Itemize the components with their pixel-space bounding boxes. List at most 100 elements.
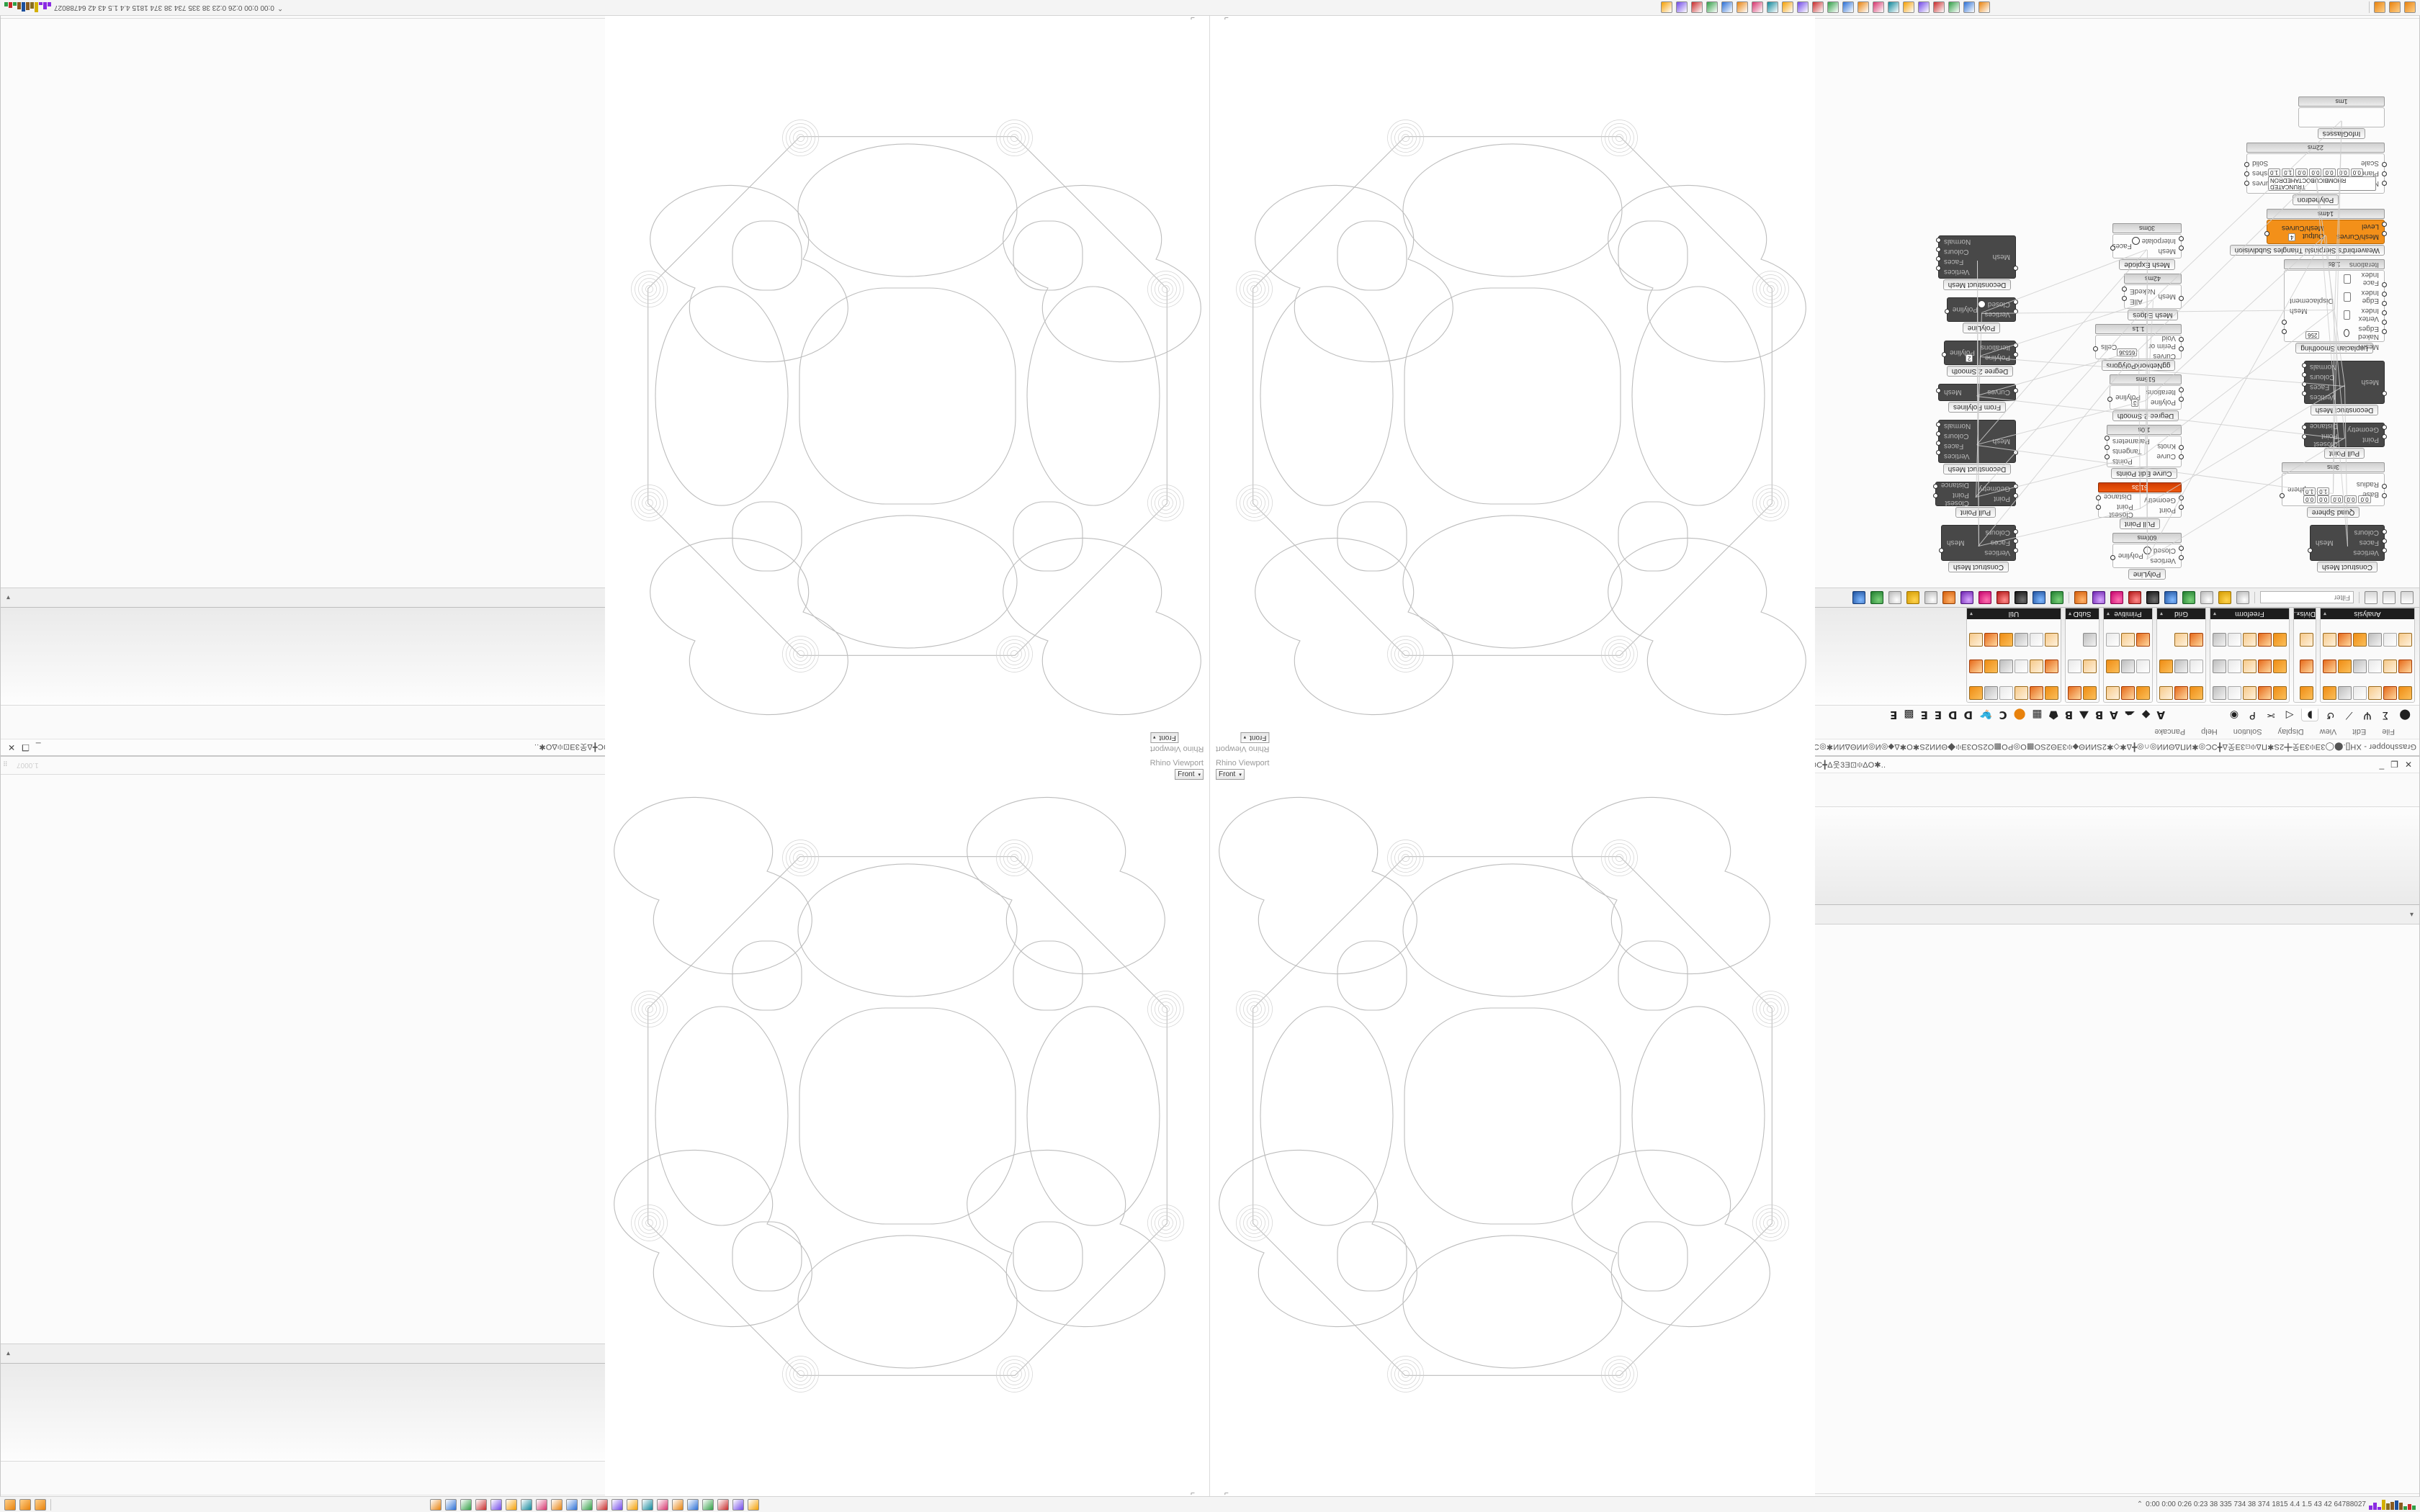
output-port-dot[interactable] bbox=[2105, 445, 2110, 450]
output-port-dot[interactable] bbox=[1936, 422, 1941, 427]
app-icon-8[interactable] bbox=[551, 1498, 563, 1511]
toolbar-overflow-icon[interactable]: ▾ bbox=[2409, 910, 2414, 919]
component-icon[interactable] bbox=[2030, 686, 2043, 700]
chevron-down-icon[interactable]: ▾ bbox=[1152, 734, 1156, 740]
eye-icon[interactable] bbox=[2218, 591, 2231, 604]
input-port-dot[interactable] bbox=[2382, 231, 2387, 236]
component-icon[interactable] bbox=[2068, 686, 2081, 700]
minimize-button[interactable]: _ bbox=[2379, 760, 2385, 770]
value-field[interactable]: 2 bbox=[1966, 354, 1973, 362]
app-icon-11[interactable] bbox=[596, 1498, 608, 1511]
quadrant-viewport-top-left[interactable]: Rhino Viewport Front ▾ ⌐ bbox=[605, 0, 1210, 756]
save-icon[interactable] bbox=[2365, 591, 2378, 604]
input-port-dot[interactable] bbox=[2382, 329, 2387, 334]
input-port-dot[interactable] bbox=[2382, 181, 2387, 186]
plugin-icon-3[interactable]: A bbox=[2110, 708, 2118, 722]
component-icon[interactable] bbox=[2106, 660, 2120, 673]
ribbon-group-label-analysis[interactable]: Analysis ▾ bbox=[2321, 608, 2414, 619]
chevron-down-icon[interactable]: ▾ bbox=[1243, 734, 1247, 740]
value-field[interactable]: 0.0 bbox=[2295, 168, 2308, 176]
input-port-dot[interactable] bbox=[2382, 434, 2387, 439]
output-port-dot[interactable] bbox=[2244, 181, 2249, 186]
output-port-dot[interactable] bbox=[1936, 431, 1941, 436]
component-icon[interactable] bbox=[1999, 660, 2013, 673]
component-icon[interactable] bbox=[2045, 660, 2058, 673]
plugin-icon-13[interactable]: D bbox=[1948, 708, 1958, 722]
input-port-dot[interactable] bbox=[2382, 320, 2387, 325]
app-icon-9[interactable] bbox=[566, 1498, 578, 1511]
curve-icon[interactable]: ↺ bbox=[2326, 709, 2335, 721]
ribbon-group-label-primitive[interactable]: Primitive ▾ bbox=[2104, 608, 2152, 619]
ribbon-group-expand-icon[interactable]: ▾ bbox=[2297, 611, 2300, 617]
component-icon[interactable] bbox=[2015, 686, 2028, 700]
menu-item-edit[interactable]: Edit bbox=[2352, 727, 2367, 736]
output-port-dot[interactable] bbox=[2302, 391, 2307, 396]
component-icon[interactable] bbox=[2015, 660, 2028, 673]
app-icon-8[interactable] bbox=[1857, 1, 1869, 14]
app-icon-21[interactable] bbox=[1661, 1, 1672, 14]
toolbar-icon-1[interactable] bbox=[2033, 591, 2045, 604]
input-port-dot[interactable] bbox=[2013, 352, 2018, 357]
plugin-icon-2[interactable]: ☁ bbox=[2124, 708, 2136, 722]
maths-icon[interactable]: Σ bbox=[2382, 709, 2389, 721]
wire-icon[interactable] bbox=[2182, 591, 2195, 604]
component-icon[interactable] bbox=[2228, 686, 2241, 700]
toolbar-overflow-icon[interactable]: ▾ bbox=[6, 1349, 11, 1358]
chevron-down-icon[interactable]: ▾ bbox=[1239, 772, 1242, 778]
component-icon[interactable] bbox=[2106, 686, 2120, 700]
ribbon-group-expand-icon[interactable]: ▾ bbox=[2107, 611, 2110, 617]
app-icon-20[interactable] bbox=[1676, 1, 1688, 14]
input-port-dot[interactable] bbox=[2179, 546, 2184, 551]
value-field[interactable]: 0.0 bbox=[2317, 495, 2330, 503]
quadrant-viewport-bottom-left[interactable]: Rhino Viewport Front ▾ ⌐ bbox=[605, 756, 1210, 1512]
input-port-dot[interactable] bbox=[2382, 548, 2387, 553]
toolbar-icon-10[interactable] bbox=[1870, 591, 1883, 604]
output-port-dot[interactable] bbox=[2110, 555, 2115, 560]
component-icon[interactable] bbox=[2353, 686, 2367, 700]
component-icon[interactable] bbox=[1984, 686, 1998, 700]
component-icon[interactable] bbox=[2398, 686, 2412, 700]
plugin-icon-4[interactable]: B bbox=[2094, 708, 2104, 722]
input-port-dot[interactable] bbox=[2179, 555, 2184, 560]
output-port-dot[interactable] bbox=[1936, 238, 1941, 243]
input-port-dot[interactable] bbox=[2382, 391, 2387, 396]
quadrant-viewport-top-right[interactable]: Rhino Viewport Front ▾ ⌐ bbox=[1210, 0, 1815, 756]
maximize-button[interactable]: ❐ bbox=[2390, 760, 2398, 770]
component-icon[interactable] bbox=[2190, 660, 2203, 673]
app-icon-14[interactable] bbox=[1767, 1, 1778, 14]
node-caption[interactable]: Construct Mesh bbox=[2316, 562, 2378, 572]
value-field[interactable]: TRUNCATED RHOMBICUBOCTAHEDRON bbox=[2268, 176, 2376, 191]
plugin-icon-11[interactable]: 🐦 bbox=[1978, 708, 1993, 722]
app-icon-12[interactable] bbox=[1797, 1, 1809, 14]
component-icon[interactable] bbox=[2323, 660, 2336, 673]
viewport-view-selector[interactable]: Front ▾ bbox=[1240, 732, 1270, 743]
output-port-dot[interactable] bbox=[1945, 309, 1950, 314]
output-port-dot[interactable] bbox=[2105, 436, 2110, 441]
output-port-dot[interactable] bbox=[2282, 320, 2287, 325]
node-caption[interactable]: Pull Point bbox=[1955, 507, 1996, 518]
app-icon-18[interactable] bbox=[1706, 1, 1718, 14]
component-icon[interactable] bbox=[2353, 633, 2367, 647]
output-port-dot[interactable] bbox=[2244, 162, 2249, 167]
quick-launch-icon-0[interactable] bbox=[2404, 1, 2416, 14]
output-port-dot[interactable] bbox=[2096, 505, 2101, 510]
ribbon-group-expand-icon[interactable]: ▾ bbox=[1970, 611, 1973, 617]
component-icon[interactable] bbox=[1999, 633, 2013, 647]
plugin-icon-9[interactable]: ⬤ bbox=[2013, 708, 2026, 722]
component-icon[interactable] bbox=[2258, 686, 2272, 700]
app-icon-10[interactable] bbox=[581, 1498, 593, 1511]
plugin-icon-15[interactable]: E bbox=[1920, 708, 1928, 722]
node-caption[interactable]: Pull Point bbox=[2323, 448, 2365, 459]
toolbar-icon-8[interactable] bbox=[1906, 591, 1919, 604]
tray-expand-icon[interactable]: ⌃ bbox=[2136, 1500, 2143, 1508]
component-icon[interactable] bbox=[2258, 633, 2272, 647]
app-icon-10[interactable] bbox=[1827, 1, 1839, 14]
maximize-button[interactable]: ❐ bbox=[22, 742, 30, 752]
checkbox-control[interactable] bbox=[2344, 310, 2351, 320]
plugin-icon-14[interactable]: E bbox=[1934, 708, 1942, 722]
input-port-dot[interactable] bbox=[2382, 425, 2387, 430]
input-port-dot[interactable] bbox=[2179, 505, 2184, 510]
checkbox-control[interactable] bbox=[2344, 274, 2352, 284]
app-icon-3[interactable] bbox=[475, 1498, 487, 1511]
app-icon-12[interactable] bbox=[611, 1498, 623, 1511]
